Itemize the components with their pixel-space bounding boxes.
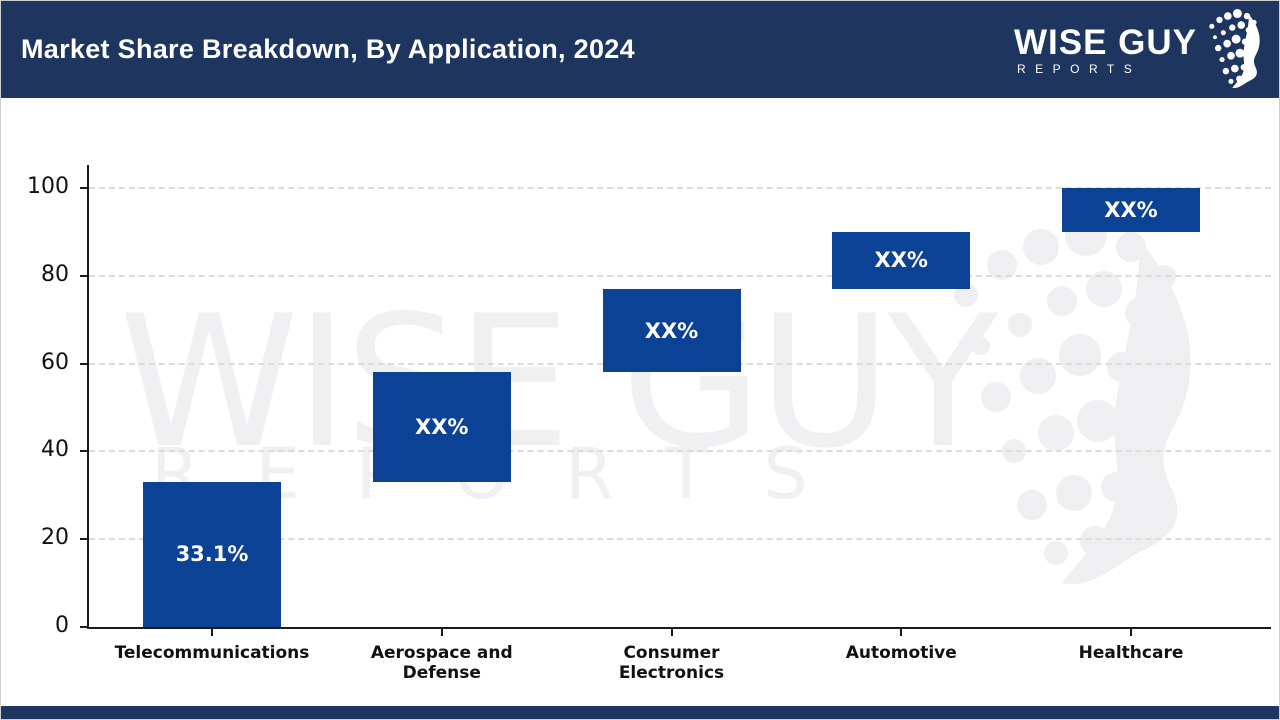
bar-label: XX% [415, 415, 469, 440]
bar-telecommunications: 33.1% [143, 481, 281, 627]
bar-healthcare: XX% [1062, 188, 1200, 232]
x-tick-label: Healthcare [1078, 643, 1184, 663]
logo-text: WISE GUY REPORTS [1014, 25, 1197, 75]
footer-bar [1, 706, 1279, 719]
y-tick-mark [80, 450, 88, 453]
y-tick-mark [80, 274, 88, 277]
bar-consumer-electronics: XX% [602, 288, 741, 373]
bar-label: XX% [874, 248, 928, 273]
y-tick-label: 0 [55, 613, 69, 638]
y-tick-label: 40 [41, 437, 69, 463]
gridline [89, 450, 1271, 453]
header: Market Share Breakdown, By Application, … [1, 1, 1279, 98]
gridline [89, 274, 1271, 277]
y-tick-mark [80, 187, 88, 189]
x-tick-mark [211, 629, 213, 636]
x-tick-label: Consumer Electronics [618, 643, 725, 683]
x-axis [87, 627, 1271, 629]
y-tick-label: 80 [41, 261, 69, 287]
logo-reports-text: REPORTS [1016, 61, 1142, 76]
x-tick-label: Automotive [845, 643, 957, 663]
bar-label: 33.1% [175, 542, 249, 567]
x-tick-mark [900, 629, 903, 636]
y-tick-label: 60 [41, 349, 69, 375]
x-tick-label: Aerospace and Defense [370, 643, 513, 683]
bar-automotive: XX% [832, 231, 971, 289]
bar-aerospace-and-defense: XX% [372, 372, 511, 482]
x-tick-label: Telecommunications [114, 643, 310, 663]
y-tick-label: 100 [27, 174, 69, 199]
bar-label: XX% [644, 318, 699, 343]
bar-label: XX% [1104, 197, 1158, 222]
logo-face-icon [1209, 8, 1260, 88]
x-tick-mark [1130, 629, 1132, 636]
gridline [89, 538, 1271, 541]
logo-wiseguy-text: WISE GUY [1013, 22, 1197, 62]
y-tick-label: 20 [41, 525, 69, 551]
x-tick-mark [670, 629, 673, 636]
page-title: Market Share Breakdown, By Application, … [21, 34, 635, 64]
gridline [89, 187, 1271, 189]
y-tick-mark [80, 626, 88, 628]
y-axis [87, 165, 89, 629]
logo: WISE GUY REPORTS [1014, 8, 1263, 92]
y-tick-mark [80, 538, 88, 541]
x-tick-mark [440, 629, 443, 636]
y-tick-mark [80, 362, 88, 365]
